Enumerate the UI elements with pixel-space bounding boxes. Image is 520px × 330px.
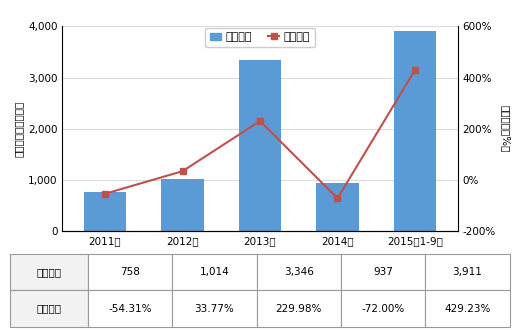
Bar xyxy=(88,290,172,327)
Text: 同比增长: 同比增长 xyxy=(36,304,61,314)
Text: 3,346: 3,346 xyxy=(284,267,314,277)
Bar xyxy=(161,179,204,231)
Text: 937: 937 xyxy=(373,267,393,277)
Bar xyxy=(172,254,256,290)
Bar xyxy=(172,290,256,327)
Bar xyxy=(10,254,88,290)
Text: 229.98%: 229.98% xyxy=(276,304,322,314)
Y-axis label: 同比增速（%）: 同比增速（%） xyxy=(500,105,510,152)
Legend: 进口数量, 同比增长: 进口数量, 同比增长 xyxy=(205,28,315,47)
Bar xyxy=(394,31,436,231)
Bar xyxy=(239,60,281,231)
Bar xyxy=(256,254,341,290)
Bar xyxy=(316,183,359,231)
Bar xyxy=(341,254,425,290)
Text: -72.00%: -72.00% xyxy=(361,304,405,314)
Bar xyxy=(10,290,88,327)
Text: 758: 758 xyxy=(120,267,140,277)
Bar xyxy=(425,290,510,327)
Text: 33.77%: 33.77% xyxy=(194,304,234,314)
Bar xyxy=(341,290,425,327)
Bar xyxy=(256,290,341,327)
Y-axis label: 进口数量（平方米）: 进口数量（平方米） xyxy=(14,101,24,157)
Bar xyxy=(425,254,510,290)
Text: 进口数量: 进口数量 xyxy=(36,267,61,277)
Text: 1,014: 1,014 xyxy=(200,267,229,277)
Text: 3,911: 3,911 xyxy=(452,267,483,277)
Bar xyxy=(88,254,172,290)
Bar xyxy=(84,192,126,231)
Text: 429.23%: 429.23% xyxy=(444,304,490,314)
Text: -54.31%: -54.31% xyxy=(108,304,152,314)
